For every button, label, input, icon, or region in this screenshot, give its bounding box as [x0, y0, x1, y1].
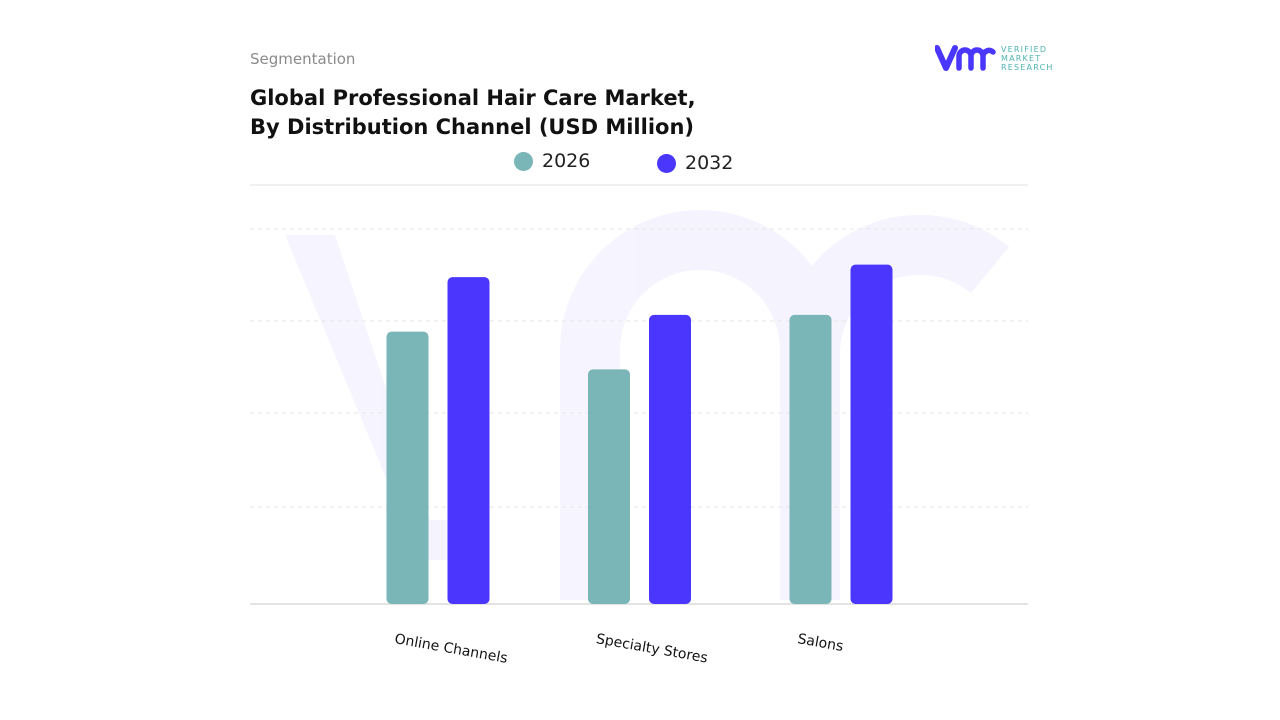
logo-line-2: MARKET: [1001, 53, 1042, 63]
bar-2026-online-channels: [386, 331, 429, 604]
x-tick-label: Specialty Stores: [595, 631, 709, 666]
legend-label-2032: 2032: [685, 152, 734, 174]
legend-item-2026: 2026: [514, 150, 590, 172]
bar-2026-specialty-stores: [588, 369, 630, 604]
bar-2032-specialty-stores: [649, 314, 691, 604]
legend-label-2026: 2026: [542, 150, 591, 172]
logo-text: VERIFIED MARKET RESEARCH: [1001, 45, 1054, 72]
title-line-2: By Distribution Channel (USD Million): [250, 115, 695, 139]
legend-swatch-2026: [514, 151, 533, 171]
title-line-1: Global Professional Hair Care Market,: [250, 86, 696, 110]
bar-2032-salons: [850, 264, 893, 604]
vmr-logo: VERIFIED MARKET RESEARCH: [935, 44, 1054, 72]
x-tick-label: Salons: [796, 631, 844, 655]
bar-2032-online-channels: [447, 277, 490, 604]
bar-2026-salons: [789, 314, 832, 604]
logo-line-1: VERIFIED: [1001, 44, 1048, 54]
legend-item-2032: 2032: [657, 152, 733, 174]
legend-swatch-2032: [657, 153, 676, 173]
segment-label: Segmentation: [250, 50, 356, 68]
vmr-logo-mark-icon: [935, 45, 996, 71]
logo-line-3: RESEARCH: [1001, 62, 1054, 72]
chart-title: Global Professional Hair Care Market, By…: [250, 84, 850, 142]
x-tick-label: Online Channels: [393, 631, 508, 667]
